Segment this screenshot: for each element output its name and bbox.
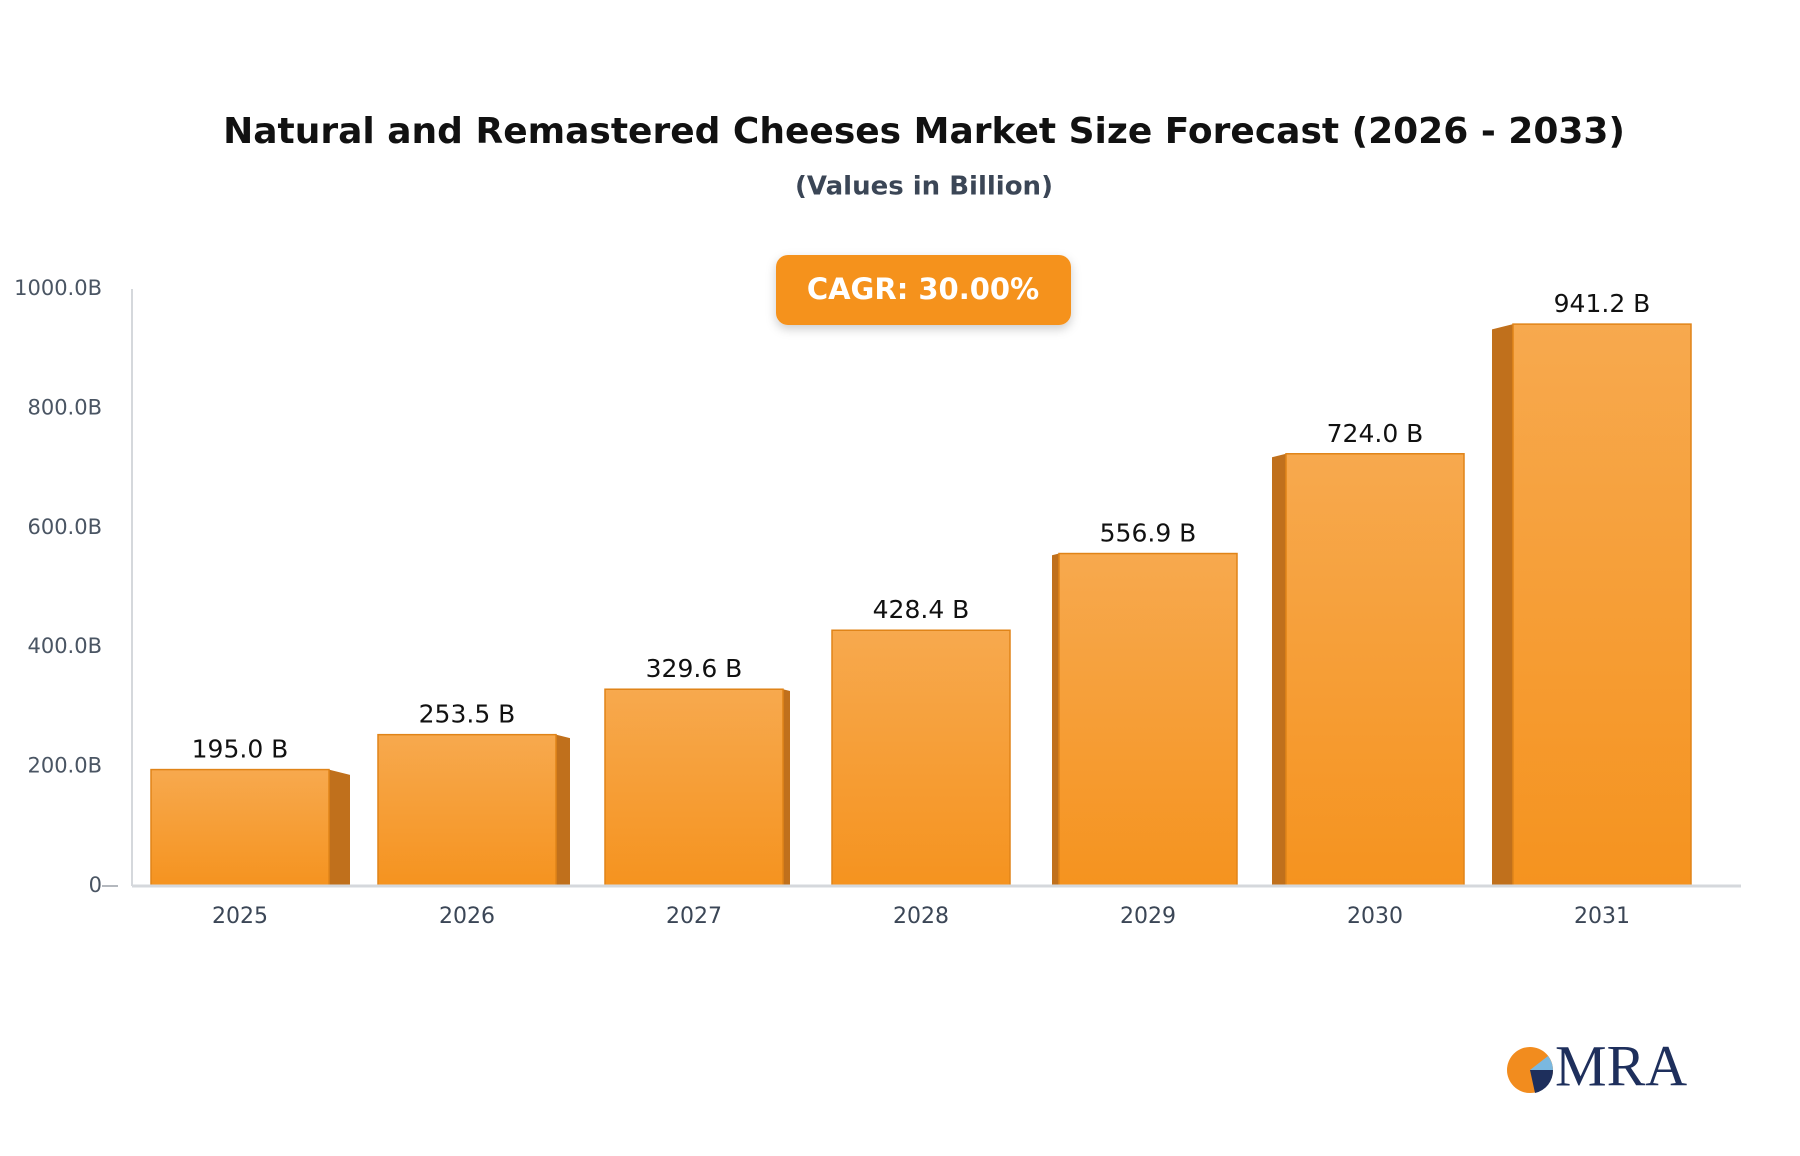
x-tick-label: 2029	[1120, 904, 1176, 929]
bar-side	[1052, 553, 1059, 886]
value-label: 329.6 B	[646, 654, 743, 683]
logo-text: MRA	[1555, 1033, 1687, 1098]
x-tick-label: 2025	[212, 904, 268, 929]
value-label: 195.0 B	[192, 735, 289, 764]
value-label: 253.5 B	[419, 700, 516, 729]
bar-side	[329, 769, 350, 886]
value-label: 428.4 B	[873, 595, 970, 624]
x-tick-label: 2030	[1347, 904, 1403, 929]
x-tick-label: 2026	[439, 904, 495, 929]
y-tick-label: 200.0B	[27, 754, 102, 778]
logo: MRA	[1507, 1033, 1687, 1098]
bar	[1512, 323, 1692, 887]
bar	[377, 733, 557, 887]
bar-side	[1272, 453, 1286, 886]
value-label: 941.2 B	[1554, 289, 1651, 318]
bar-side	[783, 689, 790, 886]
cagr-badge	[776, 255, 1071, 325]
value-label: 724.0 B	[1327, 419, 1424, 448]
y-tick-label: 1000.0B	[14, 276, 102, 300]
y-tick-label: 800.0B	[27, 395, 102, 419]
bar	[150, 768, 330, 887]
cagr-text: CAGR: 30.00%	[807, 272, 1039, 306]
chart-subtitle: (Values in Billion)	[795, 172, 1053, 202]
bar	[604, 688, 784, 887]
x-tick-label: 2028	[893, 904, 949, 929]
bar	[1285, 453, 1465, 887]
bar-side	[556, 734, 570, 886]
bar	[831, 629, 1011, 887]
x-tick-label: 2031	[1574, 904, 1630, 929]
y-tick-label: 600.0B	[27, 515, 102, 539]
chart-title: Natural and Remastered Cheeses Market Si…	[223, 111, 1625, 152]
logo-icon-slice	[1530, 1070, 1554, 1093]
bar	[1058, 552, 1238, 887]
value-label: 556.9 B	[1100, 519, 1197, 548]
x-tick-label: 2027	[666, 904, 722, 929]
y-tick-label: 400.0B	[27, 634, 102, 658]
bar-side	[1492, 324, 1513, 886]
y-tick-label: 0	[89, 873, 102, 897]
logo-icon-slice	[1530, 1056, 1553, 1070]
